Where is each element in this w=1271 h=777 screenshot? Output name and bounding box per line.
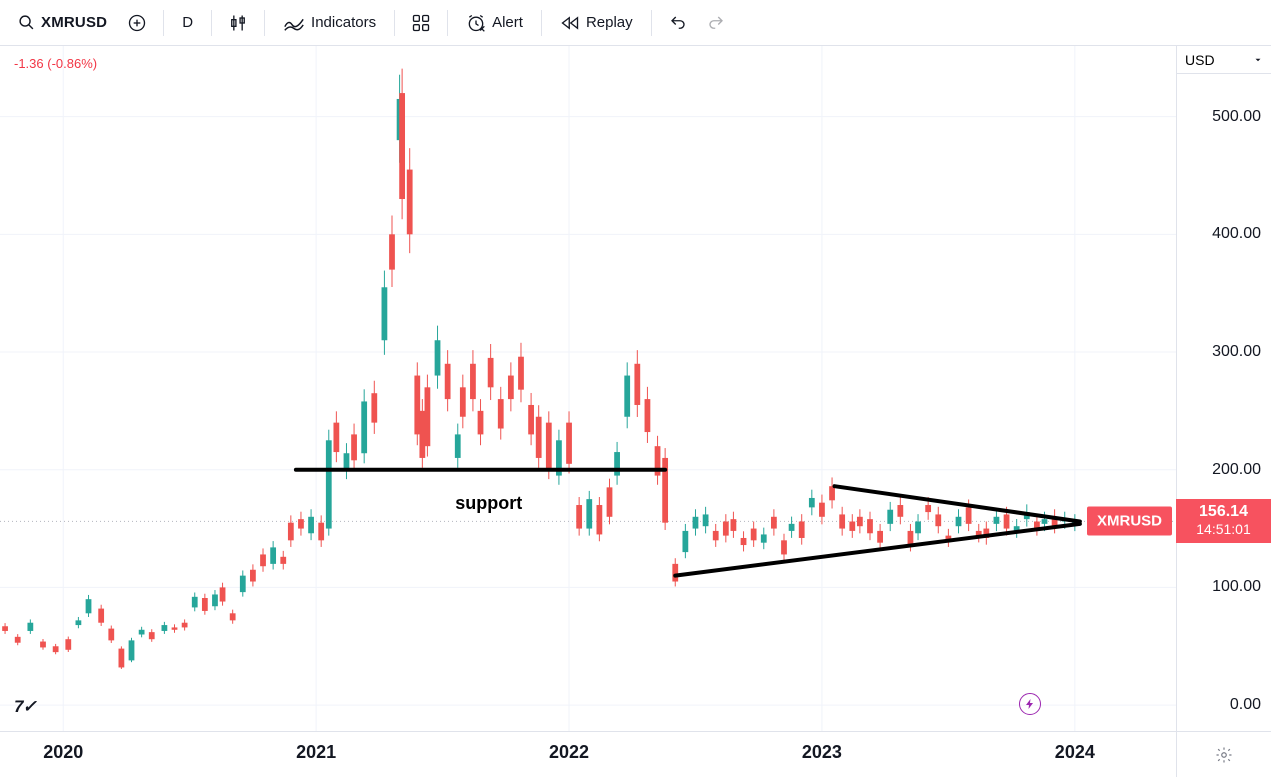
chart-workspace: -1.36 (-0.86%) support XMRUSD 7✓ USD 0.0… xyxy=(0,46,1271,777)
price-tick: 100.00 xyxy=(1212,578,1261,596)
time-tick: 2023 xyxy=(802,742,842,763)
replay-label: Replay xyxy=(586,14,633,31)
axis-settings-button[interactable] xyxy=(1176,731,1271,777)
redo-icon xyxy=(706,14,726,32)
grid-icon xyxy=(411,13,431,33)
price-tick: 300.00 xyxy=(1212,343,1261,361)
search-icon xyxy=(18,14,35,31)
currency-label: USD xyxy=(1185,52,1215,68)
support-annotation-label: support xyxy=(455,493,522,514)
alert-clock-icon xyxy=(466,13,486,33)
symbol-search-button[interactable]: XMRUSD xyxy=(8,6,117,40)
time-tick: 2022 xyxy=(549,742,589,763)
undo-icon xyxy=(668,14,688,32)
current-price-value: 156.14 xyxy=(1176,503,1271,521)
rewind-icon xyxy=(560,14,580,32)
currency-selector[interactable]: USD xyxy=(1177,46,1271,74)
interval-label: D xyxy=(182,14,193,31)
current-price-tag: 156.14 14:51:01 xyxy=(1176,499,1271,543)
time-tick: 2024 xyxy=(1055,742,1095,763)
lightning-icon xyxy=(1024,698,1036,710)
time-tick: 2020 xyxy=(43,742,83,763)
current-price-time: 14:51:01 xyxy=(1176,521,1271,537)
time-axis[interactable]: 2020 2021 2022 2023 2024 xyxy=(0,731,1176,777)
candlestick-icon xyxy=(228,13,248,33)
price-tick: 500.00 xyxy=(1212,108,1261,126)
interval-button[interactable]: D xyxy=(172,6,203,40)
symbol-label: XMRUSD xyxy=(41,14,107,31)
plus-circle-icon xyxy=(127,13,147,33)
chevron-down-icon xyxy=(1253,55,1263,65)
undo-button[interactable] xyxy=(660,6,696,40)
indicators-label: Indicators xyxy=(311,14,376,31)
templates-button[interactable] xyxy=(403,6,439,40)
chart-canvas[interactable] xyxy=(0,46,1176,731)
tradingview-logo: 7✓ xyxy=(14,697,36,717)
alert-button[interactable]: Alert xyxy=(456,6,533,40)
chart-style-button[interactable] xyxy=(220,6,256,40)
redo-button[interactable] xyxy=(698,6,734,40)
price-tick: 0.00 xyxy=(1230,696,1261,714)
top-toolbar: XMRUSD D Indicators Alert Replay xyxy=(0,0,1271,46)
indicators-button[interactable]: Indicators xyxy=(273,6,386,40)
alert-label: Alert xyxy=(492,14,523,31)
chart-pane[interactable]: -1.36 (-0.86%) support XMRUSD 7✓ xyxy=(0,46,1176,731)
gear-icon xyxy=(1215,746,1233,764)
indicators-icon xyxy=(283,13,305,33)
add-symbol-button[interactable] xyxy=(119,6,155,40)
time-tick: 2021 xyxy=(296,742,336,763)
symbol-price-tag: XMRUSD xyxy=(1087,507,1172,536)
price-tick: 200.00 xyxy=(1212,461,1261,479)
price-tick: 400.00 xyxy=(1212,225,1261,243)
price-axis[interactable]: USD 0.00 100.00 200.00 300.00 400.00 500.00 1… xyxy=(1176,46,1271,731)
replay-button[interactable]: Replay xyxy=(550,6,643,40)
